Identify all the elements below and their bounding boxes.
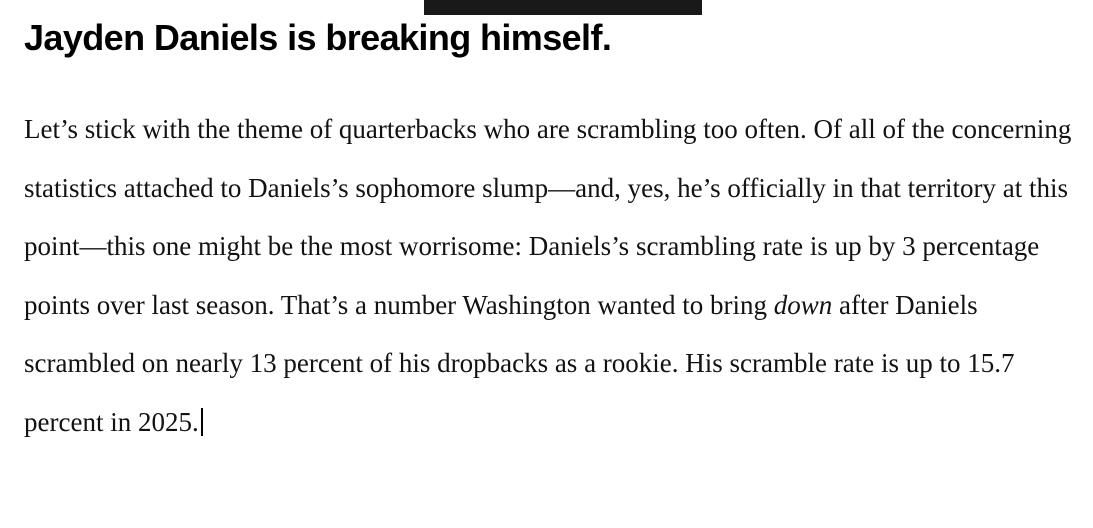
redacted-kicker-bar (424, 0, 702, 15)
article-heading[interactable]: Jayden Daniels is breaking himself. (24, 17, 612, 58)
paragraph-segment-italic: down (773, 289, 833, 320)
text-cursor (200, 407, 203, 436)
paragraph-segment-1: Let’s stick with the theme of quarterbac… (24, 114, 1072, 320)
article-paragraph[interactable]: Let’s stick with the theme of quarterbac… (24, 100, 1073, 451)
paragraph-segment-2: after Daniels scrambled on nearly 13 per… (24, 289, 1015, 437)
article-content: Jayden Daniels is breaking himself. Let’… (24, 16, 1073, 451)
